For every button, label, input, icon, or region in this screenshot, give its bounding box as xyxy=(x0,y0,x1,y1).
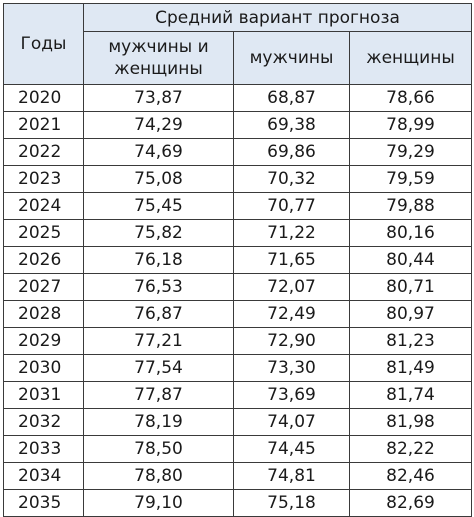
women-cell: 80,44 xyxy=(348,246,473,274)
table-body: 2020 73,87 68,87 78,66 2021 74,29 69,38 … xyxy=(3,84,473,517)
header-men: мужчины xyxy=(233,31,350,85)
both-cell: 76,87 xyxy=(83,300,234,328)
both-cell: 75,82 xyxy=(83,219,234,247)
women-cell: 82,22 xyxy=(348,435,473,463)
table-row: 2021 74,29 69,38 78,99 xyxy=(3,111,473,139)
women-cell: 82,46 xyxy=(348,462,473,490)
both-cell: 78,80 xyxy=(83,462,234,490)
men-cell: 72,07 xyxy=(233,273,350,301)
men-cell: 73,30 xyxy=(233,354,350,382)
men-cell: 71,65 xyxy=(233,246,350,274)
both-cell: 76,53 xyxy=(83,273,234,301)
both-cell: 75,45 xyxy=(83,192,234,220)
men-cell: 74,07 xyxy=(233,408,350,436)
women-cell: 82,69 xyxy=(348,489,473,517)
men-cell: 69,86 xyxy=(233,138,350,166)
both-cell: 73,87 xyxy=(83,84,234,112)
both-cell: 78,50 xyxy=(83,435,234,463)
year-cell: 2033 xyxy=(3,435,84,463)
women-cell: 81,98 xyxy=(348,408,473,436)
year-cell: 2029 xyxy=(3,327,84,355)
table-row: 2026 76,18 71,65 80,44 xyxy=(3,246,473,274)
year-cell: 2034 xyxy=(3,462,84,490)
women-cell: 80,16 xyxy=(348,219,473,247)
header-women: женщины xyxy=(348,31,473,85)
women-cell: 79,59 xyxy=(348,165,473,193)
year-cell: 2022 xyxy=(3,138,84,166)
year-cell: 2031 xyxy=(3,381,84,409)
both-cell: 74,29 xyxy=(83,111,234,139)
table-row: 2022 74,69 69,86 79,29 xyxy=(3,138,473,166)
year-cell: 2030 xyxy=(3,354,84,382)
women-cell: 80,97 xyxy=(348,300,473,328)
table-row: 2033 78,50 74,45 82,22 xyxy=(3,435,473,463)
table-row: 2028 76,87 72,49 80,97 xyxy=(3,300,473,328)
year-cell: 2023 xyxy=(3,165,84,193)
header-both-label: мужчины и женщины xyxy=(108,37,209,79)
year-cell: 2026 xyxy=(3,246,84,274)
table-row: 2035 79,10 75,18 82,69 xyxy=(3,489,473,517)
both-cell: 77,21 xyxy=(83,327,234,355)
women-cell: 81,23 xyxy=(348,327,473,355)
men-cell: 74,45 xyxy=(233,435,350,463)
year-cell: 2025 xyxy=(3,219,84,247)
women-cell: 78,66 xyxy=(348,84,473,112)
both-cell: 75,08 xyxy=(83,165,234,193)
header-years: Годы xyxy=(3,3,84,85)
forecast-table: Годы Средний вариант прогноза мужчины и … xyxy=(3,3,473,517)
men-cell: 71,22 xyxy=(233,219,350,247)
table-row: 2030 77,54 73,30 81,49 xyxy=(3,354,473,382)
women-cell: 81,74 xyxy=(348,381,473,409)
men-cell: 72,90 xyxy=(233,327,350,355)
both-cell: 77,54 xyxy=(83,354,234,382)
table-row: 2025 75,82 71,22 80,16 xyxy=(3,219,473,247)
header-row-sub: мужчины и женщины мужчины женщины xyxy=(4,31,473,85)
table-row: 2034 78,80 74,81 82,46 xyxy=(3,462,473,490)
year-cell: 2020 xyxy=(3,84,84,112)
header-group: Средний вариант прогноза xyxy=(82,3,473,32)
table-row: 2027 76,53 72,07 80,71 xyxy=(3,273,473,301)
both-cell: 78,19 xyxy=(83,408,234,436)
table-row: 2029 77,21 72,90 81,23 xyxy=(3,327,473,355)
men-cell: 68,87 xyxy=(233,84,350,112)
men-cell: 70,77 xyxy=(233,192,350,220)
men-cell: 74,81 xyxy=(233,462,350,490)
both-cell: 79,10 xyxy=(83,489,234,517)
table-row: 2032 78,19 74,07 81,98 xyxy=(3,408,473,436)
women-cell: 79,29 xyxy=(348,138,473,166)
year-cell: 2028 xyxy=(3,300,84,328)
men-cell: 69,38 xyxy=(233,111,350,139)
women-cell: 79,88 xyxy=(348,192,473,220)
men-cell: 73,69 xyxy=(233,381,350,409)
header-both: мужчины и женщины xyxy=(83,31,234,85)
table-row: 2020 73,87 68,87 78,66 xyxy=(3,84,473,112)
table-row: 2031 77,87 73,69 81,74 xyxy=(3,381,473,409)
year-cell: 2032 xyxy=(3,408,84,436)
year-cell: 2035 xyxy=(3,489,84,517)
both-cell: 76,18 xyxy=(83,246,234,274)
year-cell: 2027 xyxy=(3,273,84,301)
table-row: 2023 75,08 70,32 79,59 xyxy=(3,165,473,193)
both-cell: 74,69 xyxy=(83,138,234,166)
header-row-top: Годы Средний вариант прогноза xyxy=(3,3,473,85)
women-cell: 80,71 xyxy=(348,273,473,301)
women-cell: 78,99 xyxy=(348,111,473,139)
year-cell: 2021 xyxy=(3,111,84,139)
year-cell: 2024 xyxy=(3,192,84,220)
women-cell: 81,49 xyxy=(348,354,473,382)
table-row: 2024 75,45 70,77 79,88 xyxy=(3,192,473,220)
both-cell: 77,87 xyxy=(83,381,234,409)
men-cell: 72,49 xyxy=(233,300,350,328)
forecast-table-frame: Годы Средний вариант прогноза мужчины и … xyxy=(3,3,473,517)
men-cell: 70,32 xyxy=(233,165,350,193)
men-cell: 75,18 xyxy=(233,489,350,517)
